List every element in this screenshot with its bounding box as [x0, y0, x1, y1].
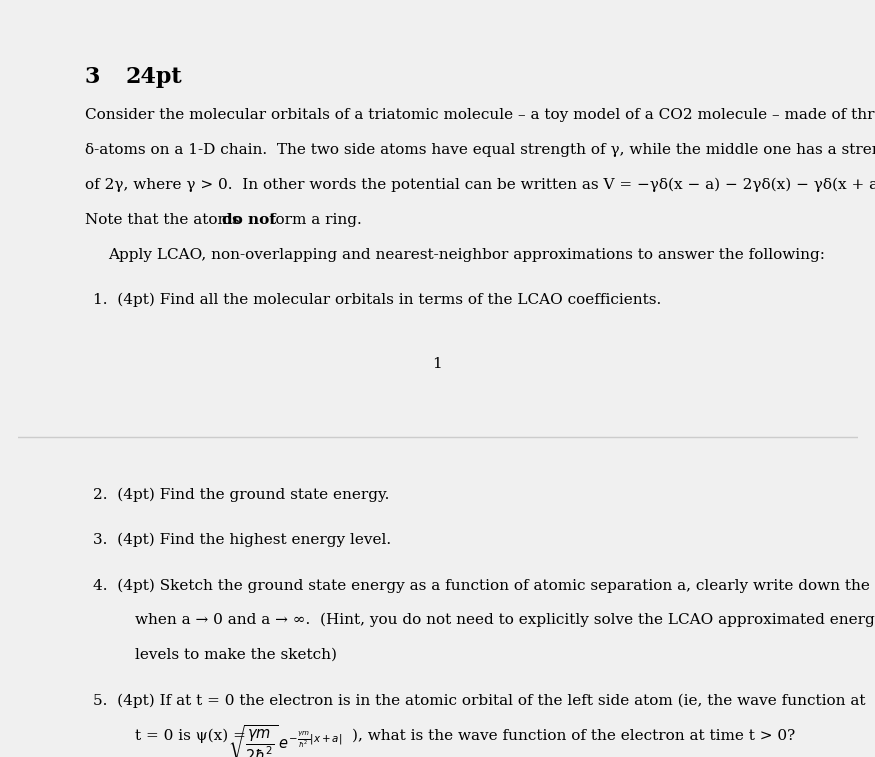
- Text: 24pt: 24pt: [125, 66, 182, 88]
- Text: do not: do not: [221, 213, 276, 227]
- Text: Consider the molecular orbitals of a triatomic molecule – a toy model of a CO2 m: Consider the molecular orbitals of a tri…: [85, 108, 875, 122]
- Text: Apply LCAO, non-overlapping and nearest-neighbor approximations to answer the fo: Apply LCAO, non-overlapping and nearest-…: [108, 248, 825, 262]
- Text: 2.  (4pt) Find the ground state energy.: 2. (4pt) Find the ground state energy.: [93, 488, 389, 502]
- Text: of 2γ, where γ > 0.  In other words the potential can be written as V = −γδ(x − : of 2γ, where γ > 0. In other words the p…: [85, 178, 875, 192]
- Text: 4.  (4pt) Sketch the ground state energy as a function of atomic separation a, c: 4. (4pt) Sketch the ground state energy …: [93, 578, 875, 593]
- Text: 3: 3: [85, 66, 100, 88]
- Text: ), what is the wave function of the electron at time t > 0?: ), what is the wave function of the elec…: [352, 728, 795, 742]
- Text: form a ring.: form a ring.: [265, 213, 362, 227]
- Text: levels to make the sketch): levels to make the sketch): [135, 648, 337, 662]
- Text: 1: 1: [432, 357, 443, 371]
- Text: 5.  (4pt) If at t = 0 the electron is in the atomic orbital of the left side ato: 5. (4pt) If at t = 0 the electron is in …: [93, 693, 865, 708]
- Text: $\sqrt{\dfrac{\gamma m}{2\hbar^2}}\,e^{-\frac{\gamma m}{\hbar^2}|x+a|}$: $\sqrt{\dfrac{\gamma m}{2\hbar^2}}\,e^{-…: [228, 724, 341, 757]
- Text: when a → 0 and a → ∞.  (Hint, you do not need to explicitly solve the LCAO appro: when a → 0 and a → ∞. (Hint, you do not …: [135, 613, 875, 628]
- Text: Note that the atoms: Note that the atoms: [85, 213, 244, 227]
- Text: 1.  (4pt) Find all the molecular orbitals in terms of the LCAO coefficients.: 1. (4pt) Find all the molecular orbitals…: [93, 293, 662, 307]
- Text: 3.  (4pt) Find the highest energy level.: 3. (4pt) Find the highest energy level.: [93, 533, 391, 547]
- Text: δ-atoms on a 1-D chain.  The two side atoms have equal strength of γ, while the : δ-atoms on a 1-D chain. The two side ato…: [85, 143, 875, 157]
- Text: t = 0 is ψ(x) =: t = 0 is ψ(x) =: [135, 728, 251, 743]
